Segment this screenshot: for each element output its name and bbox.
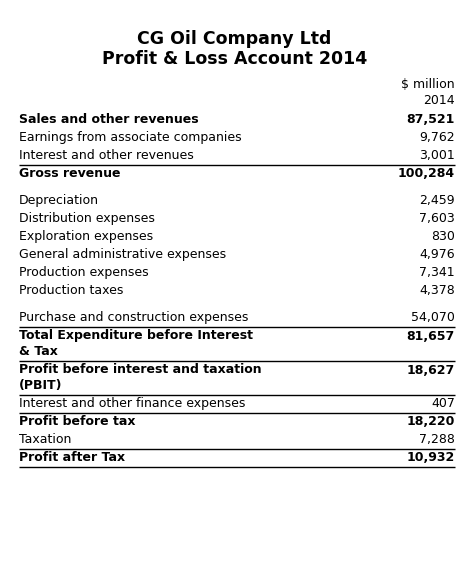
Text: Profit before interest and taxation: Profit before interest and taxation (19, 363, 261, 376)
Text: Purchase and construction expenses: Purchase and construction expenses (19, 311, 248, 324)
Text: Interest and other finance expenses: Interest and other finance expenses (19, 397, 245, 410)
Text: 54,070: 54,070 (411, 311, 455, 324)
Text: Sales and other revenues: Sales and other revenues (19, 113, 198, 126)
Text: 100,284: 100,284 (398, 167, 455, 180)
Text: 18,220: 18,220 (407, 415, 455, 428)
Text: CG Oil Company Ltd: CG Oil Company Ltd (137, 30, 332, 48)
Text: 7,288: 7,288 (419, 433, 455, 446)
Text: 9,762: 9,762 (419, 131, 455, 144)
Text: 830: 830 (431, 230, 455, 243)
Text: (PBIT): (PBIT) (19, 379, 62, 392)
Text: 7,341: 7,341 (419, 266, 455, 279)
Text: 87,521: 87,521 (407, 113, 455, 126)
Text: $ million: $ million (401, 78, 455, 91)
Text: Profit before tax: Profit before tax (19, 415, 135, 428)
Text: Taxation: Taxation (19, 433, 71, 446)
Text: Production expenses: Production expenses (19, 266, 148, 279)
Text: Exploration expenses: Exploration expenses (19, 230, 153, 243)
Text: 7,603: 7,603 (419, 212, 455, 225)
Text: Production taxes: Production taxes (19, 284, 123, 297)
Text: 3,001: 3,001 (419, 149, 455, 162)
Text: 81,657: 81,657 (407, 331, 455, 344)
Text: 4,378: 4,378 (419, 284, 455, 297)
Text: & Tax: & Tax (19, 345, 58, 358)
Text: Distribution expenses: Distribution expenses (19, 212, 155, 225)
Text: General administrative expenses: General administrative expenses (19, 248, 226, 261)
Text: 18,627: 18,627 (407, 365, 455, 378)
Text: 10,932: 10,932 (407, 451, 455, 464)
Text: 407: 407 (431, 397, 455, 410)
Text: 4,976: 4,976 (419, 248, 455, 261)
Text: Earnings from associate companies: Earnings from associate companies (19, 131, 242, 144)
Text: Profit & Loss Account 2014: Profit & Loss Account 2014 (102, 50, 367, 68)
Text: Depreciation: Depreciation (19, 194, 99, 207)
Text: 2,459: 2,459 (419, 194, 455, 207)
Text: Gross revenue: Gross revenue (19, 167, 120, 180)
Text: Interest and other revenues: Interest and other revenues (19, 149, 194, 162)
Text: 2014: 2014 (424, 94, 455, 107)
Text: Total Expenditure before Interest: Total Expenditure before Interest (19, 329, 253, 342)
Text: Profit after Tax: Profit after Tax (19, 451, 125, 464)
